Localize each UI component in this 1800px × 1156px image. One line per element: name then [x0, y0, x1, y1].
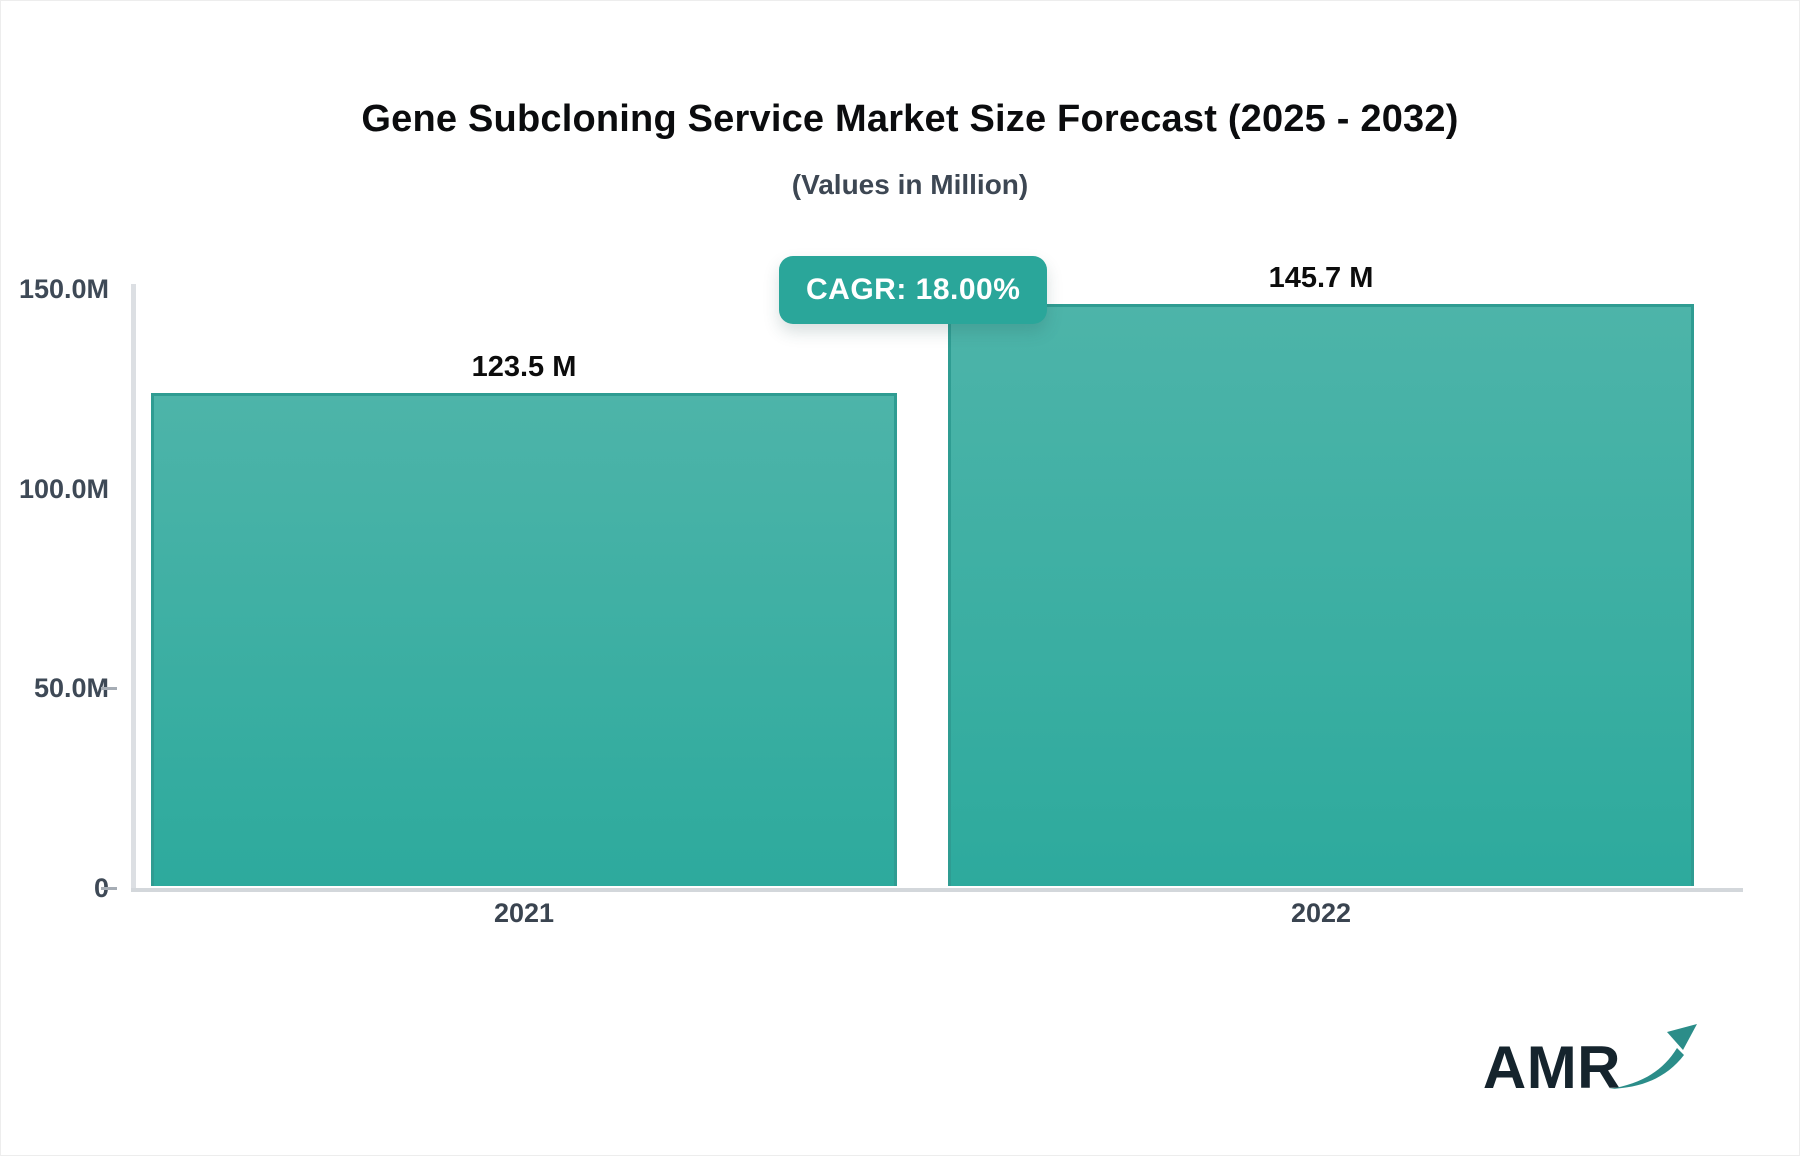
x-axis-label-2021: 2021 [493, 898, 555, 928]
y-tick-label-100.0M: 100.0M [18, 474, 109, 504]
y-tick-mark-50.0M [101, 687, 117, 690]
y-axis-line [131, 284, 136, 891]
chart-title: Gene Subcloning Service Market Size Fore… [361, 98, 1459, 140]
amr-logo: AMR [1483, 1021, 1699, 1100]
x-axis-line [131, 888, 1743, 892]
y-tick-mark-0 [101, 887, 117, 890]
trending-up-arrow-icon [1607, 1021, 1699, 1098]
bar-value-label-2022: 145.7 M [1268, 262, 1374, 294]
bar-2022[interactable] [948, 304, 1694, 886]
y-tick-label-0: 0 [1, 871, 109, 905]
x-axis-label-2022: 2022 [1290, 898, 1352, 928]
y-tick-label-50.0M: 50.0M [33, 673, 109, 703]
bar-value-label-2021: 123.5 M [471, 351, 577, 383]
chart-subtitle: (Values in Million) [791, 169, 1029, 200]
cagr-badge-label: CAGR: 18.00% [806, 273, 1021, 306]
amr-logo-text: AMR [1482, 1034, 1621, 1101]
bar-2021[interactable] [151, 393, 897, 886]
cagr-badge: CAGR: 18.00% [779, 256, 1048, 324]
y-tick-label-150.0M: 150.0M [18, 274, 109, 304]
